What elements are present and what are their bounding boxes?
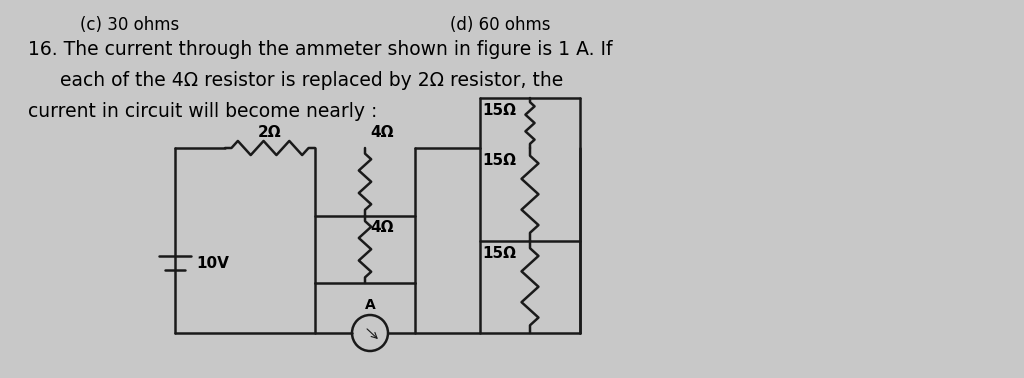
Text: A: A xyxy=(365,298,376,312)
Text: 10V: 10V xyxy=(196,256,229,271)
Text: 15Ω: 15Ω xyxy=(482,103,516,118)
Text: (c) 30 ohms: (c) 30 ohms xyxy=(80,16,179,34)
Text: each of the 4Ω resistor is replaced by 2Ω resistor, the: each of the 4Ω resistor is replaced by 2… xyxy=(60,71,563,90)
Text: 2Ω: 2Ω xyxy=(258,125,282,140)
Text: 4Ω: 4Ω xyxy=(370,125,393,140)
Text: (d) 60 ohms: (d) 60 ohms xyxy=(450,16,551,34)
Text: 15Ω: 15Ω xyxy=(482,245,516,260)
Text: 16. The current through the ammeter shown in figure is 1 A. If: 16. The current through the ammeter show… xyxy=(28,40,612,59)
Text: 4Ω: 4Ω xyxy=(370,220,393,235)
Text: current in circuit will become nearly :: current in circuit will become nearly : xyxy=(28,102,378,121)
Text: 15Ω: 15Ω xyxy=(482,153,516,168)
